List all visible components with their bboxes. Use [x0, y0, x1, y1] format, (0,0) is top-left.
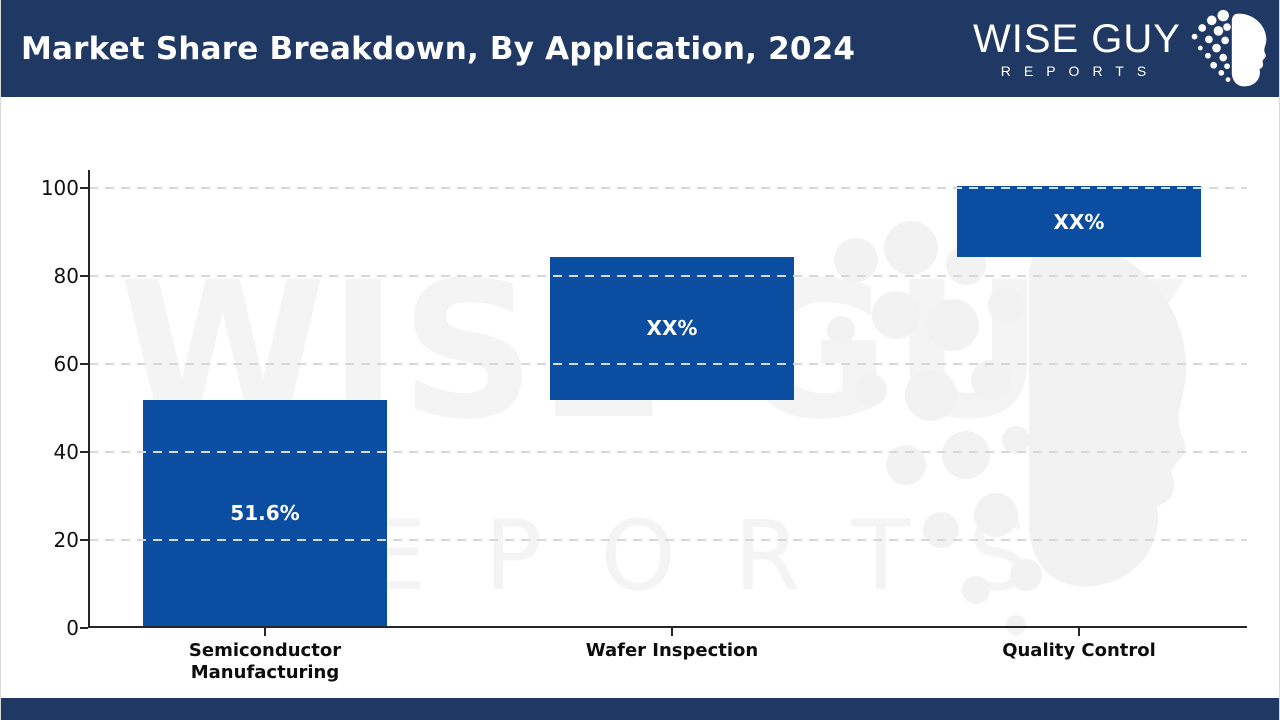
bar-value-label: XX%: [646, 316, 698, 341]
bar-segment: [143, 399, 387, 627]
x-axis-line: [88, 626, 1247, 628]
y-tick-mark: [80, 363, 88, 365]
y-tick-mark: [80, 627, 88, 629]
y-tick-mark: [80, 451, 88, 453]
header: Market Share Breakdown, By Application, …: [1, 0, 1279, 97]
x-category-label: Semiconductor Manufacturing: [188, 640, 342, 683]
y-tick-label: 20: [53, 528, 79, 552]
x-category-label: Quality Control: [1002, 640, 1156, 661]
gridline: [89, 187, 1247, 189]
brand-name: WISE GUY: [972, 17, 1181, 61]
y-tick-mark: [80, 187, 88, 189]
brand-subtitle: REPORTS: [1000, 63, 1160, 79]
brand-logo: WISE GUY REPORTS: [973, 6, 1271, 92]
y-tick-label: 0: [66, 616, 79, 640]
page-title: Market Share Breakdown, By Application, …: [21, 30, 856, 67]
y-tick-label: 80: [53, 264, 79, 288]
x-category-label: Wafer Inspection: [585, 640, 759, 661]
gridline: [89, 363, 1247, 365]
gridline: [89, 275, 1247, 277]
footer-bar: [1, 698, 1279, 720]
watermark-head-icon: [827, 221, 1187, 635]
x-tick-mark: [1078, 628, 1080, 636]
bar-value-label: XX%: [1053, 209, 1105, 234]
y-tick-mark: [80, 275, 88, 277]
bar-segment: [550, 256, 794, 400]
bar-segment: [957, 186, 1201, 257]
y-tick-label: 60: [53, 352, 79, 376]
y-axis-line: [88, 170, 90, 628]
bar-value-label: 51.6%: [230, 501, 300, 526]
y-tick-label: 100: [40, 176, 79, 200]
brand-head-icon: [1191, 9, 1267, 87]
gridline: [89, 539, 1247, 541]
y-tick-label: 40: [53, 440, 79, 464]
gridline: [89, 451, 1247, 453]
y-tick-mark: [80, 539, 88, 541]
x-tick-mark: [264, 628, 266, 636]
x-tick-mark: [671, 628, 673, 636]
